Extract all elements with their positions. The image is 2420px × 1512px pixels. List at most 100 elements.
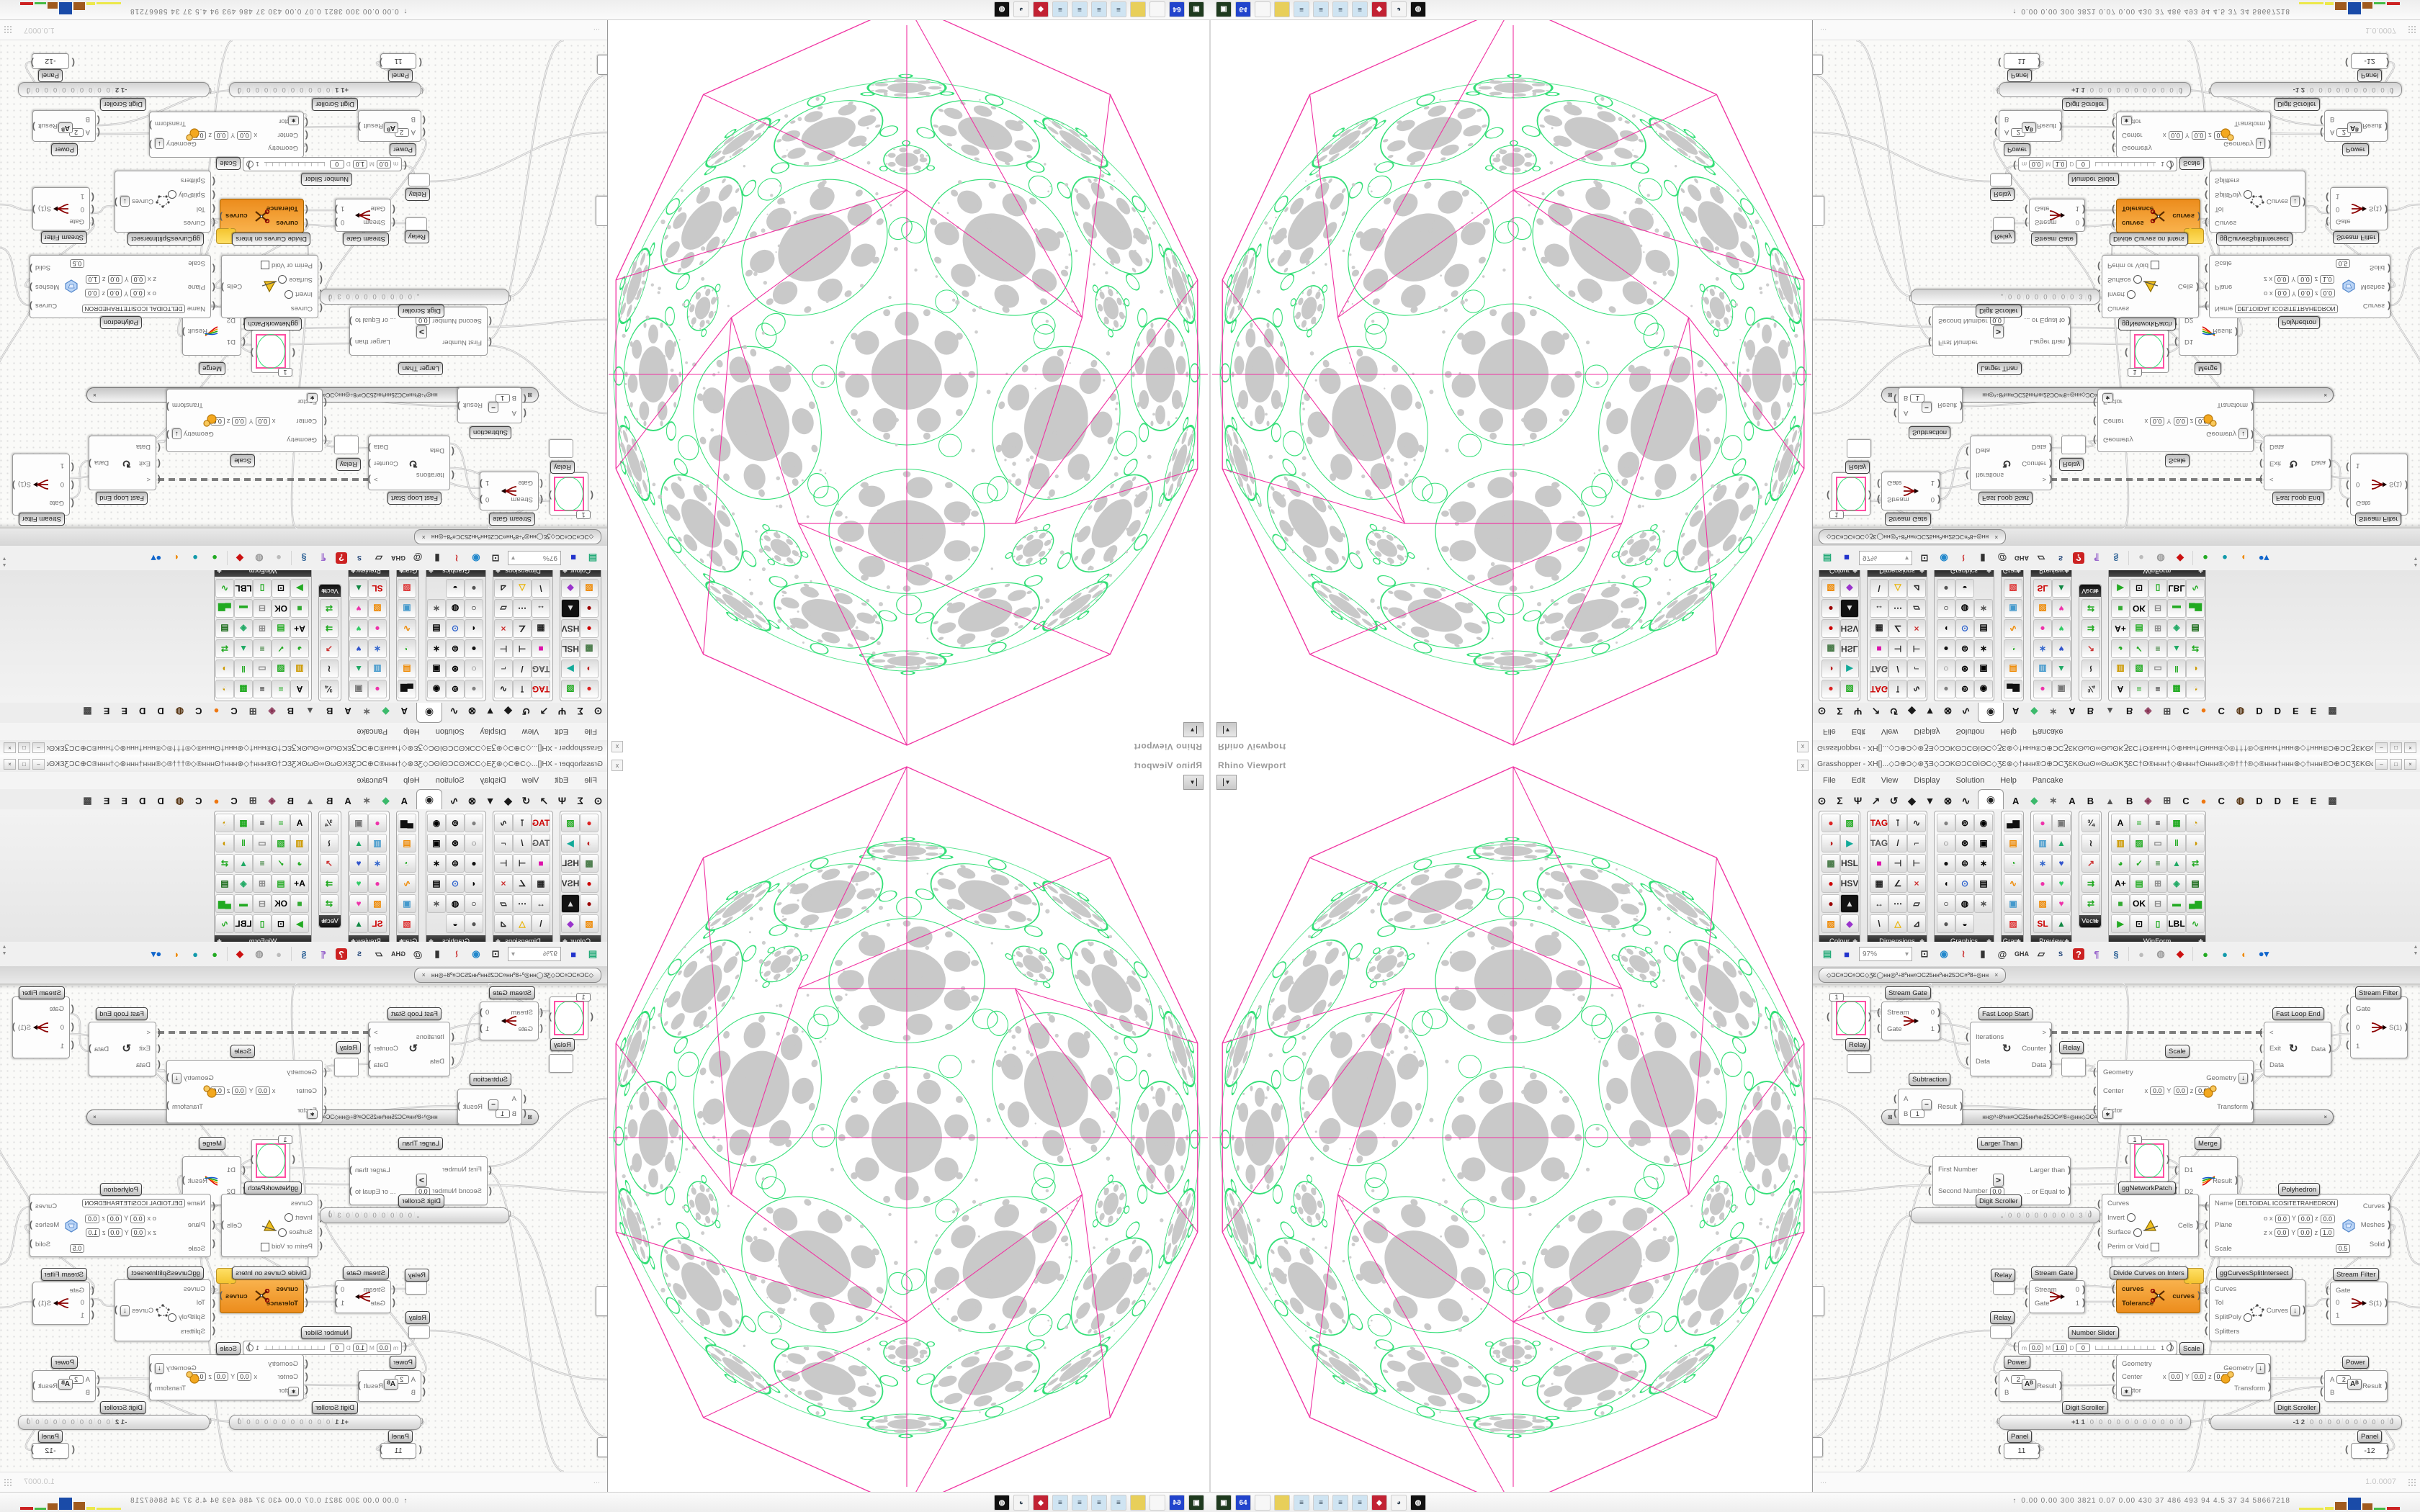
scroller-digit[interactable]: 0 bbox=[2084, 1211, 2094, 1220]
palette-tile-icon[interactable]: ▶ bbox=[1840, 660, 1859, 678]
scroller-digit[interactable]: 0 bbox=[2307, 1418, 2316, 1426]
palette-tile-icon[interactable]: ⊜ bbox=[1955, 854, 1974, 873]
node-port[interactable]: ( bbox=[2205, 1310, 2208, 1322]
node-port[interactable]: ) bbox=[219, 1290, 223, 1300]
palette-tile-icon[interactable]: ■ bbox=[1870, 854, 1888, 873]
value-box[interactable]: 0.0 bbox=[2298, 289, 2313, 298]
value-box[interactable]: 0.0 bbox=[2298, 1214, 2313, 1223]
palette-tile-icon[interactable]: ▩ bbox=[580, 639, 599, 658]
zoom-extents-icon[interactable]: ⊡ bbox=[1920, 948, 1929, 959]
palette-tile-icon[interactable]: ▧ bbox=[561, 680, 580, 698]
node-port[interactable]: ( bbox=[323, 1085, 327, 1096]
at-icon[interactable]: @ bbox=[1997, 552, 2007, 564]
node-port[interactable]: ( bbox=[2093, 435, 2097, 446]
scroller-digit[interactable]: 0 bbox=[2369, 86, 2378, 94]
node-port[interactable]: ( bbox=[2259, 1043, 2263, 1053]
checkbox-toggle[interactable] bbox=[2151, 1242, 2160, 1251]
palette-tile-icon[interactable]: ∗ bbox=[427, 639, 446, 658]
palette-tile-icon[interactable]: ● bbox=[368, 680, 387, 698]
palette-tile-icon[interactable]: ▧ bbox=[561, 814, 580, 832]
palette-tile-icon[interactable]: ▲ bbox=[2052, 914, 2071, 933]
palette-tile-icon[interactable]: ♥ bbox=[349, 874, 368, 893]
flatten-button[interactable]: ↓ bbox=[2238, 428, 2248, 440]
value-box[interactable]: 0.0 bbox=[2275, 1228, 2290, 1238]
node-port[interactable]: ( bbox=[157, 1027, 161, 1038]
plugin-tab[interactable]: D bbox=[157, 795, 164, 806]
palette-tile-icon[interactable]: △ bbox=[1888, 914, 1907, 933]
scale-transform[interactable]: GeometryCenterFactorGeometry↓Transformx0… bbox=[166, 1060, 327, 1123]
plugin-tab[interactable]: ◍ bbox=[2236, 795, 2245, 806]
group-left-icon[interactable]: ⊠ bbox=[1888, 1114, 1893, 1120]
digit-scroller[interactable]: +1 1 0 0 0 0 0 0 0 0 0 0 0() bbox=[229, 1415, 426, 1430]
category-tab-icon[interactable]: Σ bbox=[1837, 795, 1843, 806]
notepad-icon[interactable]: ≡ bbox=[1091, 1495, 1107, 1511]
category-tab-icon[interactable]: ▼ bbox=[1924, 795, 1935, 806]
category-tab-icon[interactable]: ↗ bbox=[539, 794, 549, 806]
palette-tile-icon[interactable]: \ bbox=[532, 914, 550, 933]
scroller-digit[interactable]: 0 bbox=[244, 86, 254, 94]
scroller-digit[interactable]: 0 bbox=[2386, 1418, 2396, 1426]
palette-tile-icon[interactable]: TAG bbox=[532, 680, 550, 698]
scroller-digit[interactable]: 0 bbox=[2351, 86, 2360, 94]
node-port[interactable]: ( bbox=[319, 261, 323, 272]
plugin-tab[interactable]: ◈ bbox=[268, 706, 276, 717]
node-port[interactable]: ( bbox=[1994, 1385, 1998, 1397]
plugin-tab[interactable]: ◍ bbox=[175, 706, 184, 717]
palette-tile-icon[interactable]: HSV bbox=[1840, 619, 1859, 638]
zoom-input[interactable]: 97% ▾ bbox=[508, 947, 561, 961]
gem-red-icon[interactable]: ◆ bbox=[1371, 1, 1387, 17]
panel[interactable]: -12() bbox=[2345, 53, 2389, 69]
node-port[interactable]: ( bbox=[523, 408, 526, 419]
palette-tile-icon[interactable]: ▲ bbox=[2167, 854, 2186, 873]
curve-preview-panel[interactable]: 1() bbox=[2125, 1135, 2169, 1182]
plugin-tab[interactable]: ∗ bbox=[2049, 795, 2058, 806]
node-port[interactable]: ( bbox=[422, 1373, 426, 1385]
node-port[interactable]: ( bbox=[392, 217, 395, 228]
node-port[interactable]: ) bbox=[2068, 1184, 2071, 1196]
node-port[interactable]: ( bbox=[488, 1184, 492, 1196]
zoom-input[interactable]: 97% ▾ bbox=[508, 551, 561, 565]
category-tab-icon[interactable]: ⊗ bbox=[467, 706, 477, 718]
palette-tile-icon[interactable]: ⊞ bbox=[2148, 874, 2167, 893]
palette-tile-icon[interactable]: ◉ bbox=[427, 680, 446, 698]
palette-tile-icon[interactable]: ⊢ bbox=[494, 639, 513, 658]
palette-tile-icon[interactable]: ¾ bbox=[2081, 680, 2100, 698]
palette-tile-icon[interactable]: ⇉ bbox=[320, 619, 339, 638]
digit-scroller[interactable]: . 0 0 0 0 0 0 0 0 3 0() bbox=[320, 289, 514, 305]
notepad-icon[interactable]: ≡ bbox=[1111, 1, 1126, 17]
node-port[interactable]: ) bbox=[2082, 1284, 2086, 1295]
category-tab-icon[interactable]: ▼ bbox=[485, 706, 496, 717]
node-port[interactable]: ( bbox=[207, 1417, 215, 1425]
palette-tile-icon[interactable]: ▦ bbox=[2167, 814, 2186, 832]
palette-tile-icon[interactable]: ▬ bbox=[2167, 894, 2186, 913]
palette-tile-icon[interactable]: ∗ bbox=[1974, 599, 1993, 618]
node-port[interactable]: ) bbox=[148, 1361, 152, 1372]
scroller-digit[interactable]: 0 bbox=[2122, 86, 2132, 94]
node-port[interactable]: ) bbox=[2251, 430, 2254, 441]
palette-tile-icon[interactable]: ⊜ bbox=[1955, 639, 1974, 658]
category-tab-icon[interactable]: Ψ bbox=[1853, 706, 1863, 717]
palette-tile-icon[interactable]: ▨ bbox=[272, 660, 290, 678]
wand-icon[interactable]: ≀ bbox=[1961, 948, 1966, 959]
palette-tile-icon[interactable]: ▣ bbox=[1974, 834, 1993, 852]
palette-tile-icon[interactable]: \ bbox=[1870, 579, 1888, 598]
palette-tile-icon[interactable]: ○ bbox=[1937, 894, 1955, 913]
open-file-icon[interactable]: ▤ bbox=[1822, 553, 1832, 564]
scroller-digit[interactable]: 0 bbox=[2378, 86, 2387, 94]
node-port[interactable]: ( bbox=[1994, 127, 1998, 139]
node-port[interactable]: ) bbox=[2235, 1174, 2238, 1185]
palette-tile-icon[interactable]: ● bbox=[580, 894, 599, 913]
node-port[interactable]: ) bbox=[29, 1238, 32, 1248]
palette-tile-icon[interactable]: ∠ bbox=[513, 619, 532, 638]
category-tab-icon[interactable]: ∿ bbox=[1961, 794, 1971, 806]
gimp-icon[interactable]: ◍ bbox=[994, 1495, 1010, 1511]
node-port[interactable]: ) bbox=[219, 212, 223, 222]
node-port[interactable]: ( bbox=[2013, 161, 2017, 171]
scroller-digit[interactable]: 3 bbox=[2076, 292, 2085, 301]
palette-tile-icon[interactable]: ⊞ bbox=[253, 619, 272, 638]
node-port[interactable]: ( bbox=[71, 1002, 74, 1014]
palette-tile-icon[interactable]: ∗ bbox=[2033, 854, 2052, 873]
node-port[interactable]: ) bbox=[379, 1444, 382, 1454]
node-port[interactable]: ( bbox=[305, 1384, 308, 1395]
plugin-tab[interactable]: B bbox=[326, 795, 333, 806]
